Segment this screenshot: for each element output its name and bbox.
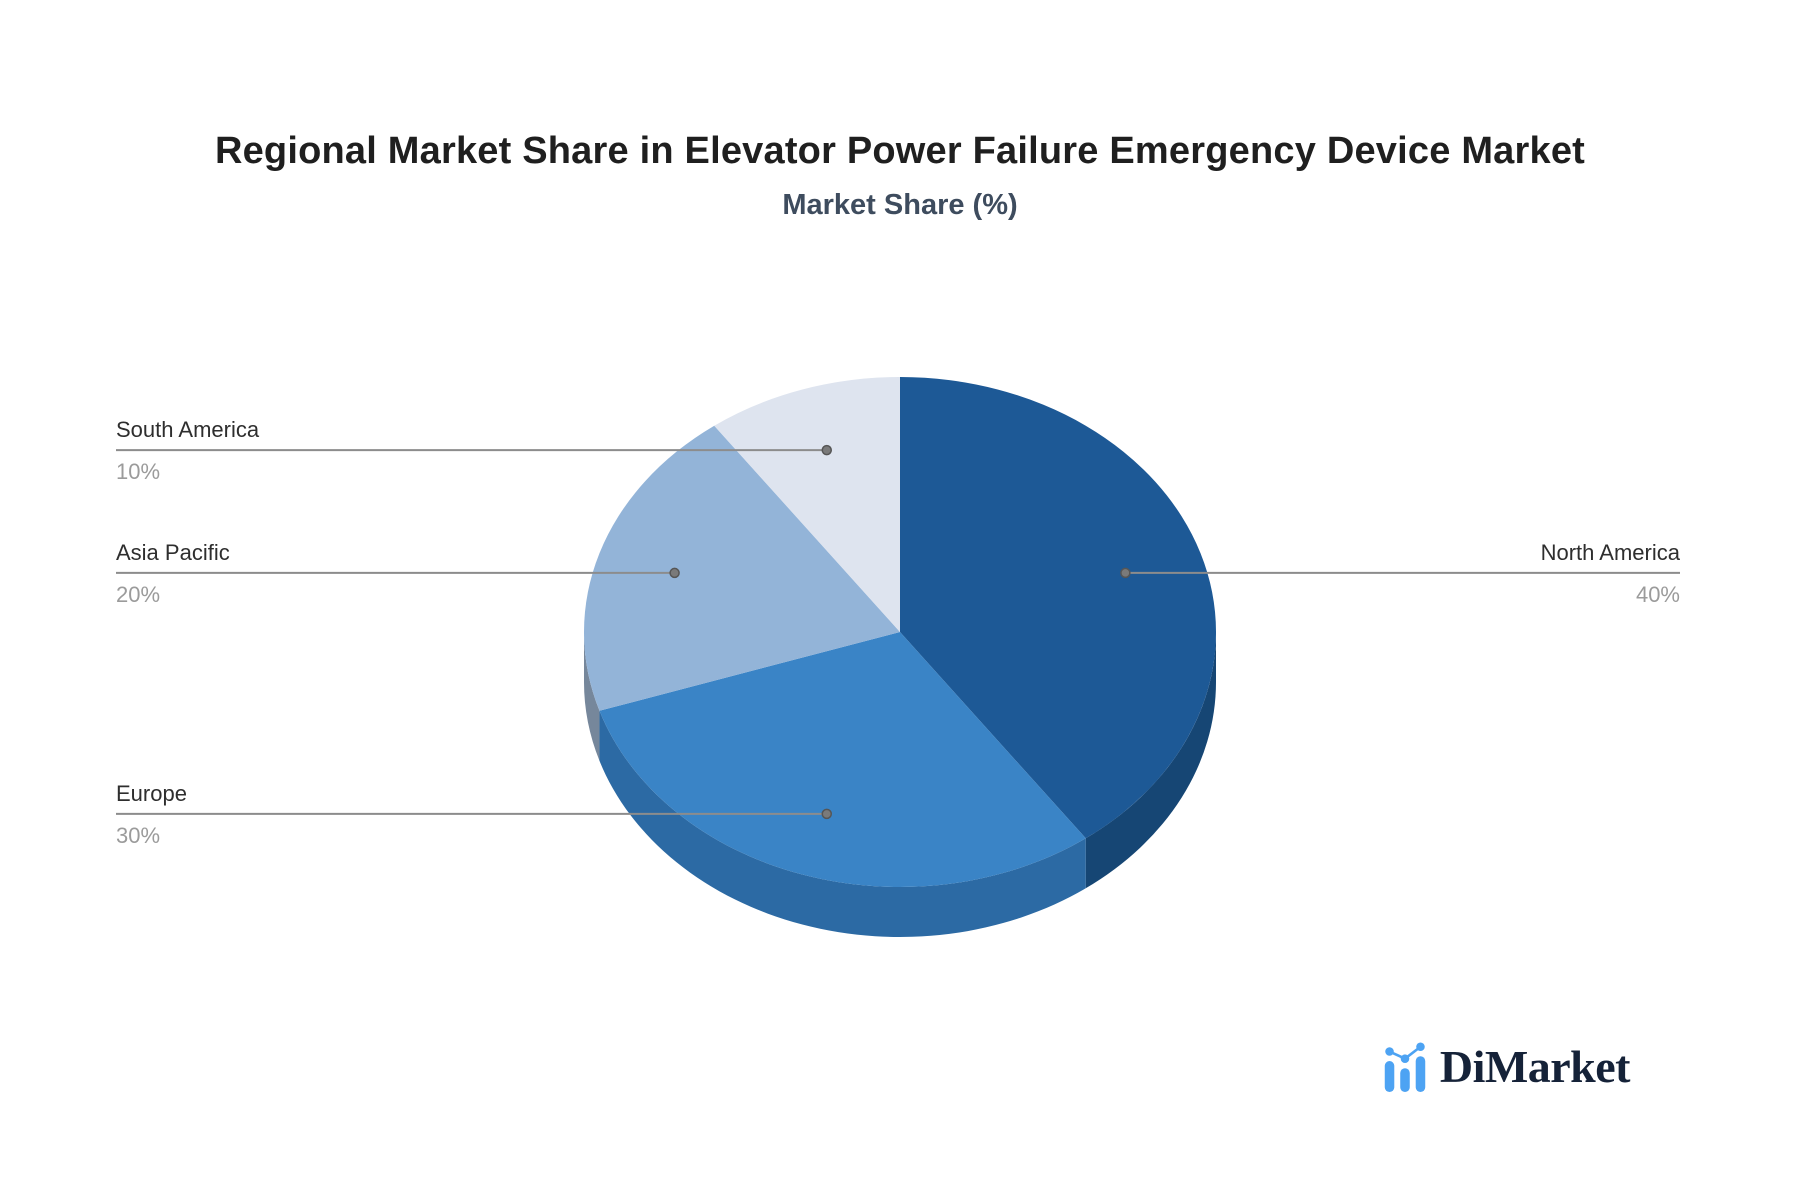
pie-slice-side-asia-pacific <box>584 632 600 761</box>
leader-dot <box>821 444 833 456</box>
bar-line-chart-icon <box>1382 1042 1428 1092</box>
pie-slice-europe <box>599 632 1086 887</box>
leader-dot <box>1120 567 1131 579</box>
pie-slice-north-america <box>900 377 1217 839</box>
leader-dot <box>821 808 833 820</box>
chart-title: Regional Market Share in Elevator Power … <box>214 130 1586 172</box>
chart-subtitle: Market Share (%) <box>782 189 1018 221</box>
pie-slice-asia-pacific <box>584 425 900 711</box>
pie-slice-side-europe <box>599 710 1086 937</box>
brand-logo-text: DiMarket <box>1439 1041 1631 1092</box>
leader-dot <box>669 567 680 579</box>
brand-logo: DiMarket <box>1382 1041 1631 1092</box>
pie-slice-south-america <box>714 377 900 632</box>
pie-slice-side-north-america <box>1085 632 1216 889</box>
